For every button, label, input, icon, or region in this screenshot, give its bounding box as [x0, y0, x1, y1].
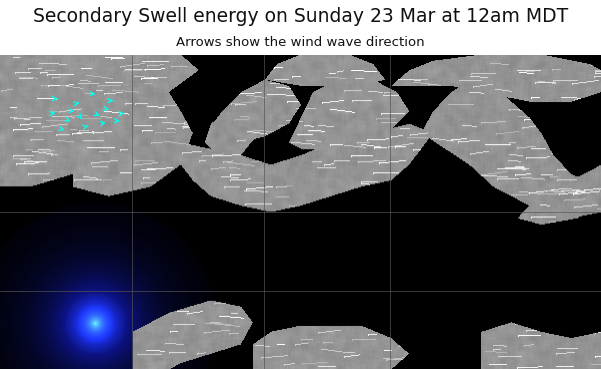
Text: Arrows show the wind wave direction: Arrows show the wind wave direction	[176, 36, 425, 49]
Text: Secondary Swell energy on Sunday 23 Mar at 12am MDT: Secondary Swell energy on Sunday 23 Mar …	[33, 7, 568, 26]
